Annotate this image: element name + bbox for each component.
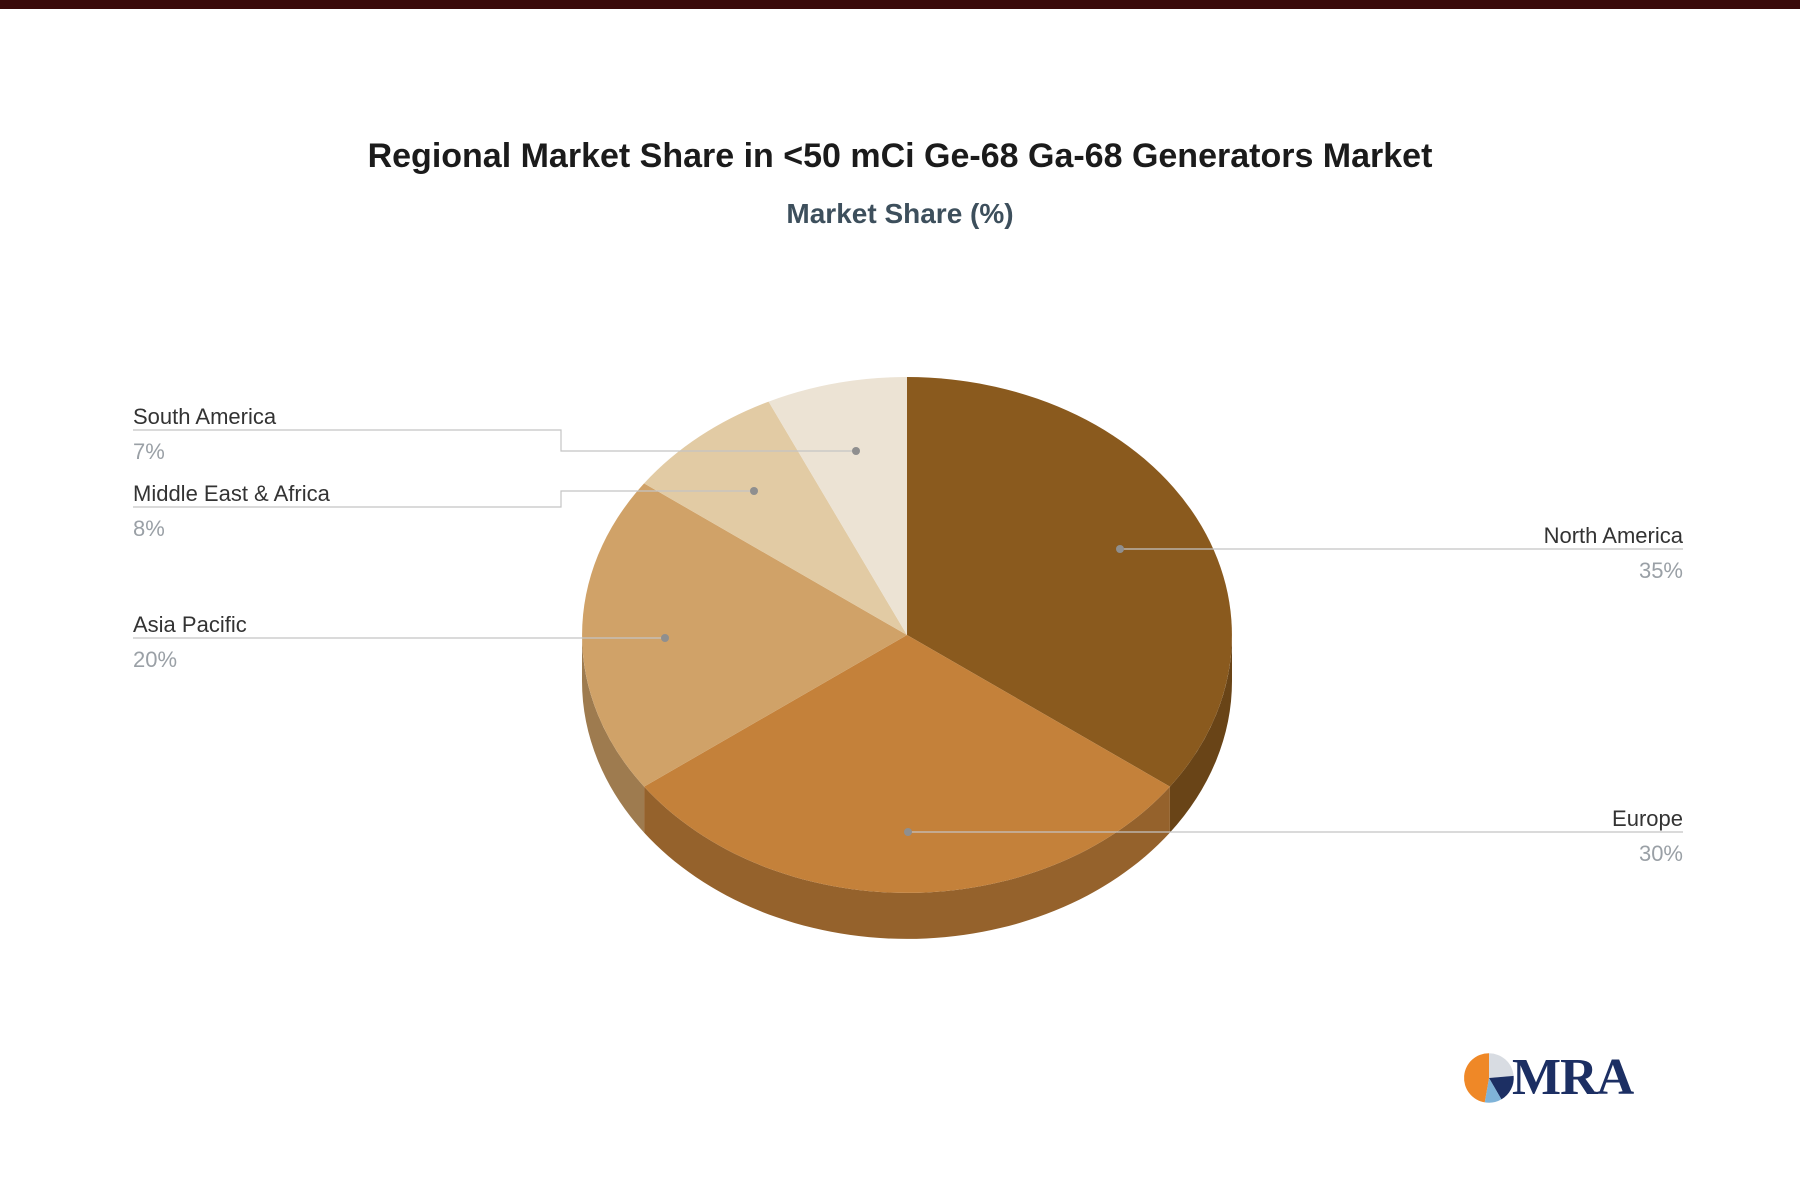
top-border-strip (0, 0, 1800, 9)
mra-logo-text: MRA (1512, 1049, 1634, 1106)
slice-label: North America (1543, 523, 1683, 548)
slice-percent: 20% (133, 647, 178, 672)
pie-slice-side-north-america (1169, 635, 1232, 833)
leader-dot-europe (904, 828, 912, 836)
pie-slice-north-america (907, 377, 1232, 787)
leader-dots (661, 447, 1124, 836)
leader-dot-north-america (1116, 545, 1124, 553)
leader-dot-asia-pacific (661, 634, 669, 642)
slice-percent: 30% (1638, 841, 1683, 866)
leader-line-middle-east-africa (133, 490, 754, 508)
logo-wedge-navy (1489, 1075, 1514, 1099)
callout-middle-east-africa: Middle East & Africa 8% (133, 480, 330, 542)
pie-slices (582, 377, 1232, 939)
mra-logo-icon (1464, 1052, 1514, 1103)
slice-label: Middle East & Africa (133, 481, 330, 506)
slice-label: South America (133, 404, 277, 429)
logo-wedge-gray (1489, 1052, 1514, 1078)
callout-asia-pacific: Asia Pacific 20% (133, 611, 247, 673)
leader-dot-south-america (852, 447, 860, 455)
leader-lines (133, 429, 1683, 833)
slice-label: Europe (1612, 806, 1683, 831)
mra-logo: MRA (1462, 1048, 1634, 1107)
pie-slice-side-europe (644, 786, 1170, 939)
pie-slice-asia-pacific (582, 483, 907, 787)
chart-subtitle: Market Share (%) (786, 198, 1014, 229)
slice-percent: 35% (1638, 558, 1683, 583)
pie-slice-south-america (768, 377, 907, 635)
pie-slice-side-asia-pacific (582, 635, 645, 833)
pie-slice-europe (644, 635, 1170, 893)
leader-line-south-america (133, 429, 856, 452)
logo-wedge-lightblue (1484, 1077, 1502, 1103)
callout-south-america: South America 7% (133, 403, 276, 465)
pie-slice-middle-east-africa (644, 401, 907, 635)
slice-percent: 8% (133, 516, 165, 541)
callout-north-america: North America 35% (1544, 522, 1683, 584)
slice-label: Asia Pacific (133, 612, 247, 637)
logo-wedge-orange (1464, 1052, 1489, 1102)
chart-title: Regional Market Share in <50 mCi Ge-68 G… (367, 137, 1433, 175)
callout-europe: Europe 30% (1612, 805, 1683, 867)
leader-dot-middle-east-africa (750, 487, 758, 495)
slice-percent: 7% (133, 439, 165, 464)
